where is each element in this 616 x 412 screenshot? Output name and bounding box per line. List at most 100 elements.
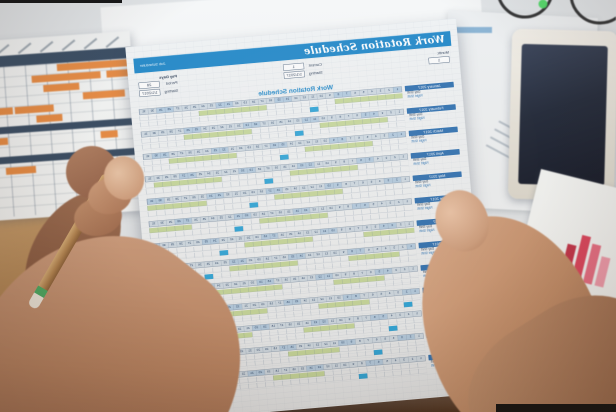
shift-cell: . xyxy=(396,324,406,331)
shift-cell xyxy=(164,203,174,210)
day-cell: 22 xyxy=(221,169,231,176)
day-cell: 23 xyxy=(222,282,232,289)
shift-cell xyxy=(378,117,388,123)
shift-cell xyxy=(305,259,315,265)
shift-cell xyxy=(235,242,245,249)
day-cell: 12 xyxy=(311,229,321,236)
shift-cell: . xyxy=(413,323,423,330)
shift-cell xyxy=(155,204,165,211)
shift-cell: . xyxy=(249,202,259,208)
shift-cell: . xyxy=(158,232,168,239)
shift-cell: . xyxy=(328,127,338,134)
shift-cell: . xyxy=(304,242,314,249)
shift-cell: . xyxy=(154,187,164,194)
day-cell: 28 xyxy=(174,218,184,225)
shift-cell: . xyxy=(276,312,286,319)
shift-cell: . xyxy=(334,104,344,111)
day-cell: 4 xyxy=(387,313,396,319)
shift-cell xyxy=(354,322,363,329)
day-cell: 16 xyxy=(267,120,277,127)
day-cell: 23 xyxy=(220,259,230,266)
day-cell: 9 xyxy=(333,182,342,189)
day-cell: 13 xyxy=(295,140,305,147)
shift-cell: . xyxy=(173,208,183,215)
shift-cell xyxy=(362,321,372,328)
shift-cell: . xyxy=(169,164,179,170)
day-cell: 2 xyxy=(388,132,398,139)
shift-cell: . xyxy=(250,315,260,321)
shift-cell: . xyxy=(305,355,315,362)
shift-cell xyxy=(357,164,367,170)
shift-cell: . xyxy=(355,238,365,244)
shift-cell xyxy=(229,265,239,272)
shift-cell xyxy=(234,129,244,136)
day-cell: 14 xyxy=(302,320,312,327)
shift-cell: . xyxy=(387,122,397,129)
shift-cell xyxy=(162,181,172,187)
day-cell: 5 xyxy=(378,313,388,320)
shift-cell: . xyxy=(376,191,386,197)
shift-cell xyxy=(344,120,354,126)
shift-cell: . xyxy=(289,176,299,182)
shift-cell: . xyxy=(238,270,248,277)
shift-cell xyxy=(139,115,149,122)
shift-cell: . xyxy=(295,243,305,250)
day-cell: 12 xyxy=(317,296,327,303)
shift-cell: . xyxy=(273,380,283,387)
day-cell: 10 xyxy=(320,138,330,144)
day-cell: 10 xyxy=(324,183,334,189)
shift-cell: . xyxy=(391,167,401,173)
shift-cell xyxy=(183,134,193,140)
shift-cell xyxy=(223,198,233,205)
shift-cell: . xyxy=(196,184,206,190)
shift-cell xyxy=(338,143,348,149)
shift-cell: . xyxy=(232,203,242,210)
shift-cell xyxy=(219,153,229,160)
shift-cell xyxy=(298,372,308,379)
day-cell: 16 xyxy=(269,142,279,149)
day-cell: 15 xyxy=(290,276,300,283)
shift-cell xyxy=(291,192,301,199)
day-cell: 15 xyxy=(294,321,303,327)
day-cell: 19 xyxy=(242,122,252,129)
day-cell: 12 xyxy=(309,206,319,213)
day-cell: 4 xyxy=(373,156,383,162)
day-cell: 31 xyxy=(145,176,155,182)
day-cell: 30 xyxy=(155,197,165,204)
day-cell: 14 xyxy=(296,253,306,260)
day-cell: 11 xyxy=(316,183,326,190)
shift-cell: . xyxy=(311,129,321,135)
shift-cell: . xyxy=(190,207,200,214)
shift-cell: . xyxy=(240,293,250,300)
day-cell: 15 xyxy=(282,186,292,193)
shift-cell xyxy=(299,191,309,198)
day-cell: 1 xyxy=(412,310,422,317)
shift-cell xyxy=(272,171,282,178)
shift-cell: . xyxy=(388,325,398,332)
shift-cell xyxy=(295,146,305,153)
shift-cell xyxy=(237,264,247,271)
shift-cell: . xyxy=(407,346,417,353)
shift-cell: . xyxy=(200,229,210,235)
day-cell: 5 xyxy=(364,156,374,163)
shift-cell: . xyxy=(320,331,330,338)
shift-cell xyxy=(341,278,351,285)
day-cell: 30 xyxy=(151,153,161,159)
shift-cell: . xyxy=(175,140,185,147)
day-cell: 1 xyxy=(404,221,414,227)
day-cell: 17 xyxy=(275,300,285,307)
shift-cell: . xyxy=(362,124,372,131)
shift-cell: . xyxy=(261,246,271,253)
day-cell: 16 xyxy=(289,366,299,373)
shift-cell: . xyxy=(368,101,378,108)
shift-cell: . xyxy=(313,151,323,158)
shift-cell: . xyxy=(377,100,387,107)
shift-cell: . xyxy=(287,153,297,160)
shift-cell xyxy=(411,294,421,301)
shift-cell: . xyxy=(334,194,344,201)
shift-cell: . xyxy=(403,301,413,308)
shift-cell: . xyxy=(383,371,393,377)
shift-cell xyxy=(386,206,396,213)
shift-cell: . xyxy=(365,259,375,266)
shift-cell: . xyxy=(373,349,383,356)
